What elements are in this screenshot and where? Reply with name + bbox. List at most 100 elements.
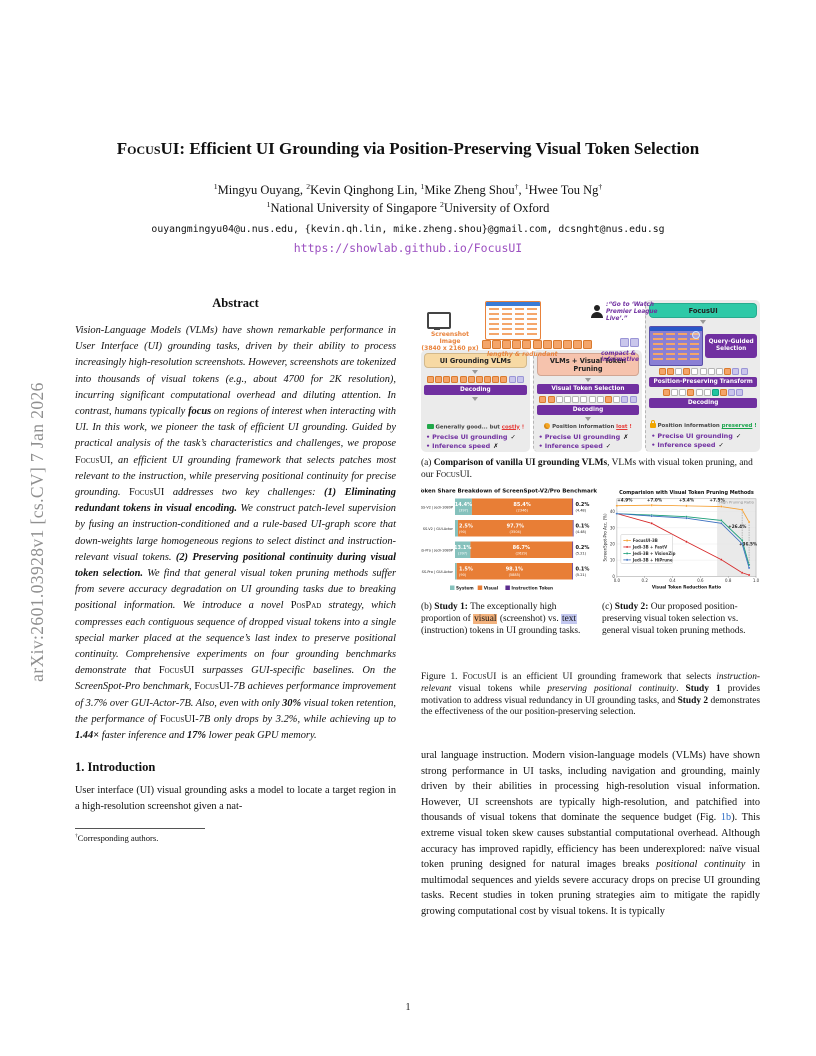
svg-text:Visual Token Reduction Ratio: Visual Token Reduction Ratio xyxy=(652,585,721,590)
token xyxy=(613,396,621,403)
svg-text:0.1%: 0.1% xyxy=(576,567,590,573)
token xyxy=(728,389,736,396)
token xyxy=(732,368,740,375)
token xyxy=(508,376,516,383)
introduction-heading: 1. Introduction xyxy=(75,760,156,775)
panel3-selection-row: Query-Guided Selection xyxy=(649,326,757,366)
token xyxy=(475,376,483,383)
svg-text:98.1%: 98.1% xyxy=(506,567,523,573)
panel-token-pruning: VLMs + Visual Token Pruning Visual Token… xyxy=(532,350,643,452)
panel3-header: FocusUI xyxy=(649,303,757,318)
panel1-token-strip xyxy=(424,376,527,383)
page-number: 1 xyxy=(405,1002,411,1013)
down-arrow-icon xyxy=(584,378,591,382)
token xyxy=(481,340,491,349)
token-share-chart: Token Share Breakdown of ScreenSpot-V2/P… xyxy=(418,486,601,598)
token xyxy=(629,396,637,403)
footnote-text: †Corresponding authors. xyxy=(75,833,159,844)
svg-text:SS-V2 | GUI-Actor: SS-V2 | GUI-Actor xyxy=(423,527,454,531)
panel3-token-strip-1 xyxy=(649,368,757,375)
svg-text:SS-V2 | Jedi-1080P: SS-V2 | Jedi-1080P xyxy=(421,505,453,509)
bullet-item: • Precise UI grounding ✓ xyxy=(426,433,516,441)
token xyxy=(552,340,562,349)
svg-text:0.4: 0.4 xyxy=(669,578,676,583)
panel3-note: Position information preserved ! xyxy=(649,420,757,429)
caption-a: (a) Comparison of vanilla UI grounding V… xyxy=(421,458,753,480)
token xyxy=(707,368,715,375)
panel3-token-strip-2 xyxy=(649,389,757,396)
screenshot-thumbnail xyxy=(485,301,541,340)
thumbnail-columns xyxy=(650,331,702,365)
abstract-text: Vision-Language Models (VLMs) have shown… xyxy=(75,325,397,742)
figure-1a-left: Screenshot Image (3840 x 2160 px) length… xyxy=(421,300,657,452)
svg-text:+4.9%: +4.9% xyxy=(617,498,633,503)
token-share-chart-svg: Token Share Breakdown of ScreenSpot-V2/P… xyxy=(418,489,601,592)
panel3-transform-bar: Position-Preserving Transform xyxy=(649,377,757,387)
svg-text:0.0: 0.0 xyxy=(614,578,621,583)
money-icon xyxy=(426,423,434,429)
svg-text:(5.21): (5.21) xyxy=(576,573,587,577)
svg-text:(3504): (3504) xyxy=(510,530,522,534)
figure-1a-input-row: Screenshot Image (3840 x 2160 px) length… xyxy=(421,300,657,363)
token xyxy=(522,340,532,349)
token xyxy=(443,376,451,383)
token xyxy=(691,368,699,375)
svg-text:1.0: 1.0 xyxy=(753,578,760,583)
svg-text:10: 10 xyxy=(610,558,616,563)
svg-text:ScreenSpot-Pro Acc. (%): ScreenSpot-Pro Acc. (%) xyxy=(602,513,607,562)
pruning-chart: Comparision with Visual Token Pruning Me… xyxy=(602,486,760,598)
svg-text:(4.48): (4.48) xyxy=(576,530,587,534)
svg-text:SS-Pro | GUI-Actor: SS-Pro | GUI-Actor xyxy=(422,570,454,574)
token xyxy=(501,340,511,349)
token xyxy=(699,368,707,375)
svg-text:97.7%: 97.7% xyxy=(507,524,524,530)
down-arrow-icon xyxy=(584,417,591,421)
token xyxy=(662,389,670,396)
down-arrow-icon xyxy=(472,397,479,401)
project-url-link[interactable]: https://showlab.github.io/FocusUI xyxy=(293,241,523,255)
magnifier-icon xyxy=(692,331,701,339)
paper-header: FocusUI: Efficient UI Grounding via Posi… xyxy=(75,138,741,255)
token xyxy=(451,376,459,383)
screenshot-label: Screenshot Image (3840 x 2160 px) xyxy=(421,331,479,352)
panel3-decoding-bar: Decoding xyxy=(649,398,757,408)
affiliations-line: 1National University of Singapore 2Unive… xyxy=(266,199,550,215)
token xyxy=(621,396,629,403)
svg-text:1.5%: 1.5% xyxy=(459,567,473,573)
panel2-decoding-bar: Decoding xyxy=(536,405,640,415)
svg-text:20: 20 xyxy=(610,541,616,546)
token xyxy=(500,376,508,383)
lengthy-redundant-label: lengthy & redundant xyxy=(487,351,558,358)
token xyxy=(687,389,695,396)
svg-text:+7.5%: +7.5% xyxy=(709,498,725,503)
introduction-continued-text: ural language instruction. Modern vision… xyxy=(421,750,760,917)
thumbnail-columns xyxy=(486,306,540,337)
monitor-icon xyxy=(427,312,451,330)
svg-text:0.2: 0.2 xyxy=(642,578,649,583)
svg-text:0.2%: 0.2% xyxy=(576,502,590,508)
svg-text:System: System xyxy=(456,586,474,592)
token xyxy=(716,368,724,375)
token xyxy=(434,376,442,383)
svg-text:40: 40 xyxy=(610,509,616,514)
token xyxy=(516,376,524,383)
svg-text:+26.4%: +26.4% xyxy=(728,524,747,529)
svg-text:14.4%: 14.4% xyxy=(455,502,472,508)
text-token-strip xyxy=(619,338,639,347)
svg-text:Token Share Breakdown of Scree: Token Share Breakdown of ScreenSpot-V2/P… xyxy=(421,489,597,495)
figure-1a: Screenshot Image (3840 x 2160 px) length… xyxy=(421,300,760,452)
panel2-selection-bar: Visual Token Selection xyxy=(536,384,640,394)
author-emails: ouyangmingyu04@u.nus.edu, {kevin.qh.lin,… xyxy=(151,224,665,235)
bullet-item: • Inference speed ✓ xyxy=(538,442,612,450)
thumbnail-titlebar xyxy=(650,327,703,331)
down-arrow-icon xyxy=(472,370,479,374)
panel1-header: UI Grounding VLMs xyxy=(424,353,527,368)
svg-text:(397): (397) xyxy=(458,552,468,556)
caption-b: (b) Study 1: The exceptionally high prop… xyxy=(421,602,581,636)
figure-ref-link[interactable]: 1b xyxy=(720,812,732,824)
bullet-item: • Precise UI grounding ✗ xyxy=(538,433,629,441)
panel1-bullets: • Precise UI grounding ✓ • Inference speed ✗ xyxy=(424,432,527,450)
svg-text:Instruction Token: Instruction Token xyxy=(511,586,553,592)
panel1-decoding-bar: Decoding xyxy=(424,385,527,395)
